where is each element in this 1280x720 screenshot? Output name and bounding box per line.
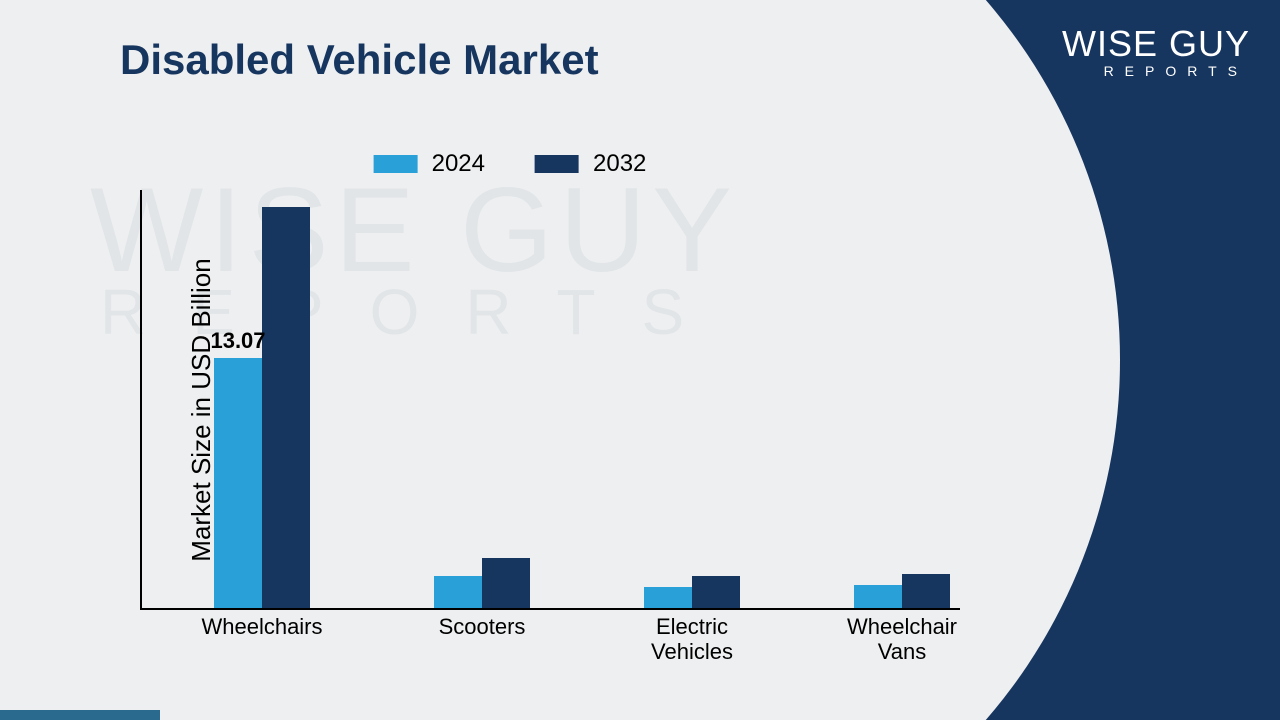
bar	[854, 585, 902, 608]
plot-area: 13.07Wheelchairs Scooters ElectricVehicles…	[140, 190, 960, 610]
legend-label-2032: 2032	[593, 150, 646, 178]
brand-logo: WISE GUY REPORTS	[1062, 26, 1250, 78]
chart-title: Disabled Vehicle Market	[120, 36, 599, 84]
bar	[644, 587, 692, 608]
legend: 2024 2032	[374, 150, 647, 178]
bar	[692, 576, 740, 608]
legend-swatch-2032	[535, 155, 579, 173]
legend-label-2024: 2024	[432, 150, 485, 178]
brand-logo-sub: REPORTS	[1062, 64, 1250, 78]
category-label: Scooters	[382, 608, 582, 639]
bar	[482, 558, 530, 608]
bar-value-label: 13.07	[210, 328, 265, 354]
bottom-accent-bar	[0, 710, 160, 720]
legend-item-2024: 2024	[374, 150, 485, 178]
bar	[214, 358, 262, 608]
bar	[262, 207, 310, 608]
category-label: Wheelchairs	[162, 608, 362, 639]
bar-group: ElectricVehicles	[612, 576, 772, 608]
category-label: ElectricVehicles	[592, 608, 792, 665]
bar-group: 13.07Wheelchairs	[182, 207, 342, 608]
stage: WISE GUY REPORTS WISE GUY REPORTS Disabl…	[0, 0, 1280, 720]
chart-container: 2024 2032 Market Size in USD Billion 13.…	[60, 150, 960, 670]
bar-group: WheelchairVans	[822, 574, 982, 608]
legend-swatch-2024	[374, 155, 418, 173]
legend-item-2032: 2032	[535, 150, 646, 178]
bar	[434, 576, 482, 608]
bar	[902, 574, 950, 608]
category-label: WheelchairVans	[802, 608, 1002, 665]
brand-logo-main: WISE GUY	[1062, 26, 1250, 62]
bar-group: Scooters	[402, 558, 562, 608]
